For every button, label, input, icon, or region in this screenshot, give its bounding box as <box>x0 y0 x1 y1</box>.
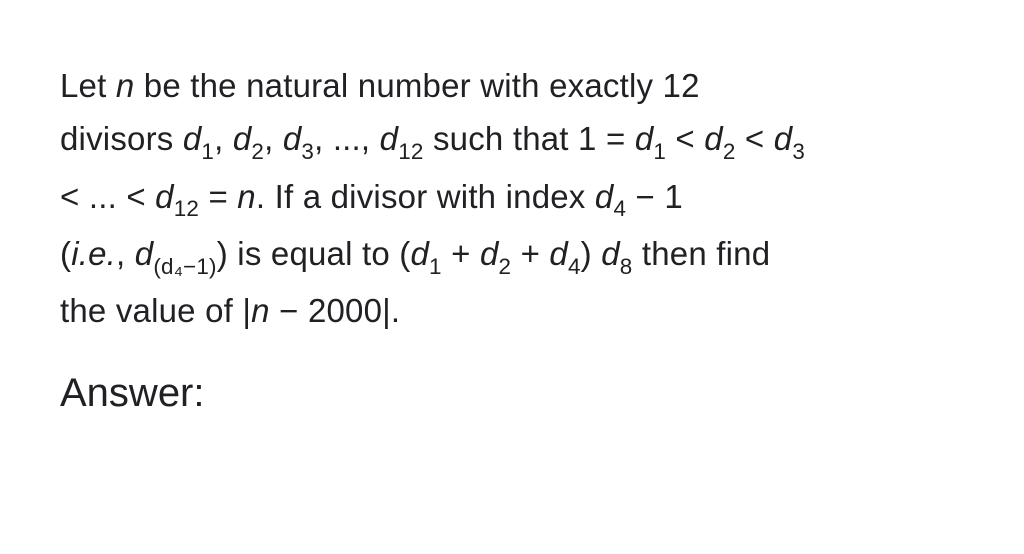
subscript-expr: (d₄−1) <box>153 254 216 279</box>
eq: = <box>199 178 237 215</box>
text: . If a divisor with index <box>256 178 595 215</box>
var-n: n <box>251 292 270 329</box>
text: < ... < <box>60 178 155 215</box>
text: Let <box>60 67 116 104</box>
subscript-2: 2 <box>251 139 264 164</box>
line-2: divisors d1, d2, d3, ..., d12 such that … <box>60 113 974 168</box>
var-d: d <box>135 235 154 272</box>
subscript-3: 3 <box>301 139 314 164</box>
text: ) <box>581 235 602 272</box>
minus-1: − 1 <box>626 178 683 215</box>
line-1: Let n be the natural number with exactly… <box>60 60 974 111</box>
subscript-4: 4 <box>568 254 581 279</box>
var-d: d <box>233 120 252 157</box>
var-n: n <box>116 67 135 104</box>
subscript-3: 3 <box>792 139 805 164</box>
var-d: d <box>283 120 302 157</box>
comma: , <box>264 120 283 157</box>
problem-text: Let n be the natural number with exactly… <box>60 60 974 336</box>
text: then find <box>632 235 770 272</box>
text: divisors <box>60 120 183 157</box>
var-d: d <box>410 235 429 272</box>
var-n: n <box>237 178 256 215</box>
ellipsis: , ..., <box>314 120 380 157</box>
subscript-8: 8 <box>620 254 633 279</box>
subscript-1: 1 <box>201 139 214 164</box>
lt: < <box>736 120 774 157</box>
subscript-12: 12 <box>174 196 199 221</box>
var-d: d <box>774 120 793 157</box>
var-d: d <box>635 120 654 157</box>
var-d: d <box>183 120 202 157</box>
plus: + <box>511 235 549 272</box>
var-d: d <box>704 120 723 157</box>
subscript-1: 1 <box>429 254 442 279</box>
line-4: (i.e., d(d₄−1)) is equal to (d1 + d2 + d… <box>60 228 974 283</box>
text: such that 1 = <box>424 120 635 157</box>
comma: , <box>214 120 233 157</box>
line-5: the value of |n − 2000|. <box>60 285 974 336</box>
text: is equal to ( <box>228 235 411 272</box>
subscript-2: 2 <box>723 139 736 164</box>
text: − 2000|. <box>270 292 401 329</box>
subscript-1: 1 <box>653 139 666 164</box>
var-d: d <box>155 178 174 215</box>
text: the value of | <box>60 292 251 329</box>
plus: + <box>442 235 480 272</box>
answer-heading: Answer: <box>60 371 974 416</box>
subscript-4: 4 <box>613 196 626 221</box>
var-d: d <box>549 235 568 272</box>
subscript-12: 12 <box>398 139 423 164</box>
line-3: < ... < d12 = n. If a divisor with index… <box>60 171 974 226</box>
var-d: d <box>601 235 620 272</box>
var-d: d <box>480 235 499 272</box>
text: be the natural number with exactly 12 <box>134 67 699 104</box>
var-d: d <box>595 178 614 215</box>
var-d: d <box>380 120 399 157</box>
paren-close: ) <box>217 235 228 272</box>
comma: , <box>116 235 135 272</box>
paren-open: ( <box>60 235 71 272</box>
subscript-2: 2 <box>499 254 512 279</box>
lt: < <box>666 120 704 157</box>
ie: i.e. <box>71 235 116 272</box>
